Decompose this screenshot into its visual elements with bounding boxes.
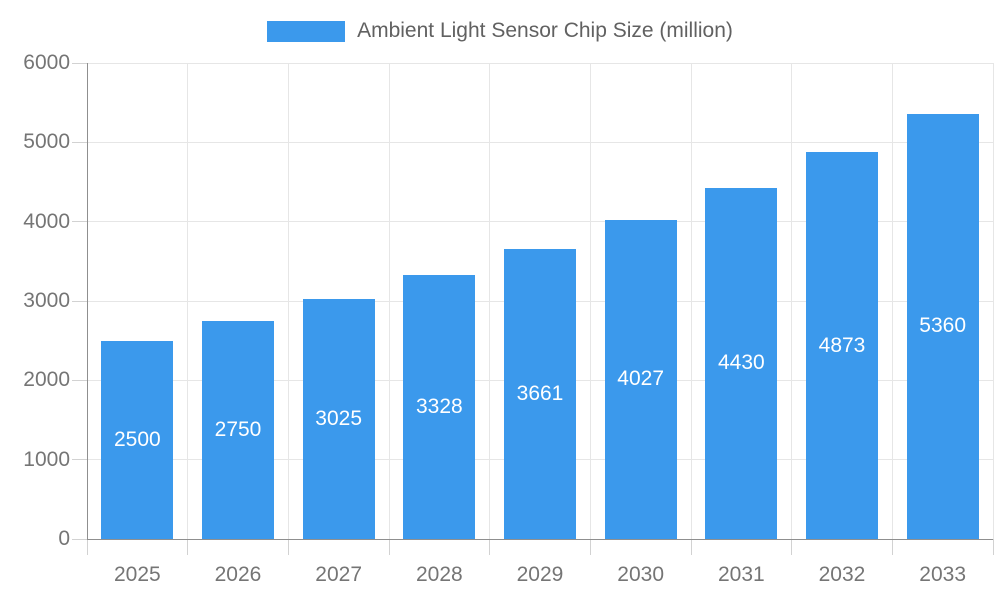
x-axis-label: 2029 xyxy=(516,563,564,586)
bar-value-label: 3328 xyxy=(415,394,463,418)
bar-2033[interactable]: 5360 xyxy=(906,113,979,539)
bar-2025[interactable]: 2500 xyxy=(101,340,174,539)
x-gridline xyxy=(791,63,793,539)
bar-value-label: 3661 xyxy=(516,381,564,405)
y-axis-tick xyxy=(72,538,87,540)
y-axis-tick xyxy=(72,62,87,64)
x-gridline xyxy=(589,63,591,539)
y-axis-label: 0 xyxy=(58,527,70,550)
y-gridline xyxy=(87,141,993,143)
bar-2032[interactable]: 4873 xyxy=(806,152,878,539)
y-axis-label: 3000 xyxy=(23,289,70,312)
bar-value-label: 3025 xyxy=(315,407,363,430)
y-gridline xyxy=(87,62,993,64)
bar-value-label: 5360 xyxy=(919,314,967,338)
x-axis-label: 2030 xyxy=(617,563,665,586)
bar-value-label: 4430 xyxy=(717,351,765,375)
legend-color-swatch xyxy=(267,20,346,42)
bar-2026[interactable]: 2750 xyxy=(202,320,274,539)
x-axis-label: 2033 xyxy=(919,563,967,586)
x-axis-label: 2031 xyxy=(717,563,765,586)
bar-value-label: 4873 xyxy=(818,333,866,357)
x-axis-tick xyxy=(489,539,491,555)
bar-2029[interactable]: 3661 xyxy=(504,248,576,539)
y-axis-label: 1000 xyxy=(23,447,70,471)
y-axis-tick xyxy=(72,459,87,461)
x-axis-label: 2032 xyxy=(818,563,866,586)
x-axis-line xyxy=(87,539,993,540)
x-gridline xyxy=(388,63,390,539)
y-axis-tick xyxy=(72,300,87,302)
x-gridline xyxy=(489,63,491,539)
chart-legend[interactable]: Ambient Light Sensor Chip Size (million) xyxy=(0,17,1000,45)
x-axis-tick xyxy=(86,539,88,555)
x-axis-tick xyxy=(287,539,289,555)
x-gridline xyxy=(690,63,692,539)
x-axis-tick xyxy=(891,539,893,555)
bar-2030[interactable]: 4027 xyxy=(604,219,677,539)
y-axis-line xyxy=(87,63,88,539)
x-axis-label: 2028 xyxy=(415,563,463,586)
y-axis-label: 4000 xyxy=(23,209,70,233)
x-axis-tick xyxy=(992,539,994,555)
x-axis-tick xyxy=(187,539,189,555)
x-gridline xyxy=(891,63,893,539)
x-axis-label: 2027 xyxy=(315,563,363,586)
bar-2028[interactable]: 3328 xyxy=(403,274,476,539)
x-gridline xyxy=(187,63,189,539)
x-axis-tick xyxy=(589,539,591,555)
bar-value-label: 2750 xyxy=(214,417,262,441)
y-axis-tick xyxy=(72,221,87,223)
bar-2027[interactable]: 3025 xyxy=(302,299,375,539)
y-axis-label: 5000 xyxy=(23,130,70,154)
y-axis-label: 6000 xyxy=(23,51,70,74)
plot-area: 0 1000 2000 3000 4000 5000 6000 2500 2025 2750 202… xyxy=(23,51,994,586)
bar-2031[interactable]: 4430 xyxy=(705,187,778,539)
x-axis-label: 2025 xyxy=(113,563,161,586)
y-axis-tick xyxy=(72,141,87,143)
x-gridline xyxy=(287,63,289,539)
x-axis-tick xyxy=(690,539,692,555)
bar-value-label: 4027 xyxy=(617,367,665,391)
y-axis-label: 2000 xyxy=(23,368,70,392)
y-axis-tick xyxy=(72,379,87,381)
y-gridline xyxy=(87,221,993,223)
x-axis-label: 2026 xyxy=(214,563,262,586)
legend-series-label: Ambient Light Sensor Chip Size (million) xyxy=(357,19,733,42)
x-axis-tick xyxy=(791,539,793,555)
x-axis-tick xyxy=(388,539,390,555)
bar-value-label: 2500 xyxy=(113,427,161,451)
x-gridline xyxy=(992,63,994,539)
